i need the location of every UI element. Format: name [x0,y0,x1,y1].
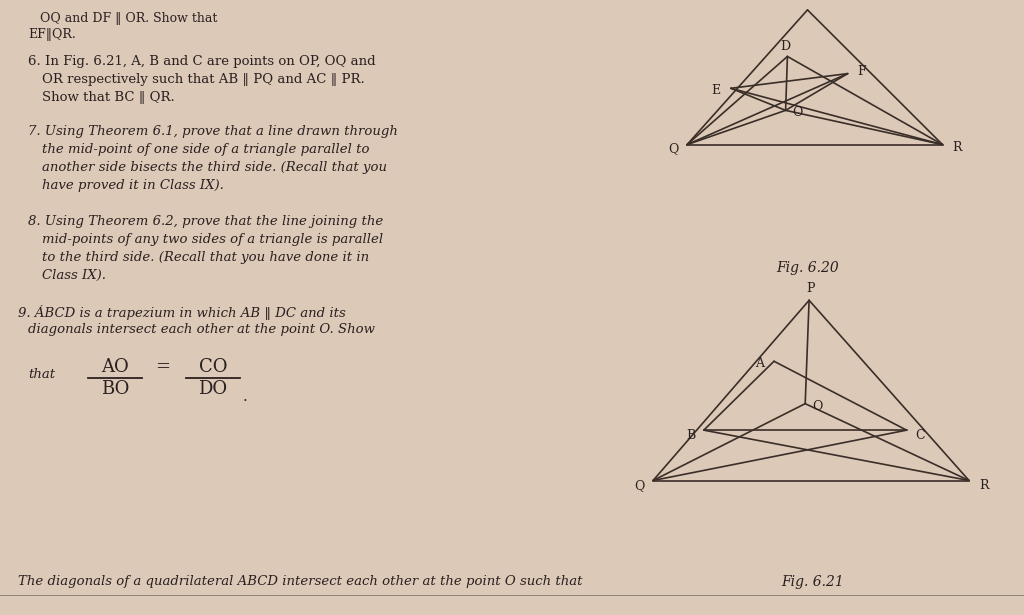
Text: 8. Using Theorem 6.2, prove that the line joining the: 8. Using Theorem 6.2, prove that the lin… [28,215,383,228]
Text: another side bisects the third side. (Recall that you: another side bisects the third side. (Re… [42,161,387,174]
Text: =: = [156,358,171,376]
Text: to the third side. (Recall that you have done it in: to the third side. (Recall that you have… [42,251,369,264]
Text: Q: Q [668,142,678,155]
Text: Show that BC ‖ QR.: Show that BC ‖ QR. [42,91,175,104]
Text: The diagonals of a quadrilateral ABCD intersect each other at the point O such t: The diagonals of a quadrilateral ABCD in… [18,575,583,588]
Text: 9. ÁBCD is a trapezium in which AB ‖ DC and its: 9. ÁBCD is a trapezium in which AB ‖ DC … [18,305,346,320]
Text: AO: AO [101,358,129,376]
Text: BO: BO [100,380,129,398]
Text: DO: DO [199,380,227,398]
Text: Class IX).: Class IX). [42,269,106,282]
Text: B: B [686,429,695,442]
Text: Fig. 6.21: Fig. 6.21 [781,575,845,589]
Text: A: A [756,357,765,370]
Text: R: R [951,141,962,154]
Text: O: O [812,400,822,413]
Text: diagonals intersect each other at the point O. Show: diagonals intersect each other at the po… [28,323,375,336]
Text: CO: CO [199,358,227,376]
Text: F: F [857,65,866,78]
Text: D: D [780,40,791,53]
Text: 6. In Fig. 6.21, A, B and C are points on OP, OQ and: 6. In Fig. 6.21, A, B and C are points o… [28,55,376,68]
Text: EF‖QR.: EF‖QR. [28,28,76,41]
Text: C: C [914,429,925,442]
Text: Q: Q [634,479,644,492]
Text: .: . [243,390,248,404]
Text: Fig. 6.20: Fig. 6.20 [776,261,839,275]
Text: have proved it in Class IX).: have proved it in Class IX). [42,179,224,192]
Text: O: O [793,106,803,119]
Text: R: R [979,479,989,492]
Text: the mid-point of one side of a triangle parallel to: the mid-point of one side of a triangle … [42,143,370,156]
Text: 7. Using Theorem 6.1, prove that a line drawn through: 7. Using Theorem 6.1, prove that a line … [28,125,398,138]
Text: E: E [712,84,721,97]
Text: OQ and DF ‖ OR. Show that: OQ and DF ‖ OR. Show that [28,12,217,25]
Text: that: that [28,368,55,381]
Text: P: P [806,282,814,295]
Text: OR respectively such that AB ‖ PQ and AC ‖ PR.: OR respectively such that AB ‖ PQ and AC… [42,73,365,86]
Text: mid-points of any two sides of a triangle is parallel: mid-points of any two sides of a triangl… [42,233,383,246]
